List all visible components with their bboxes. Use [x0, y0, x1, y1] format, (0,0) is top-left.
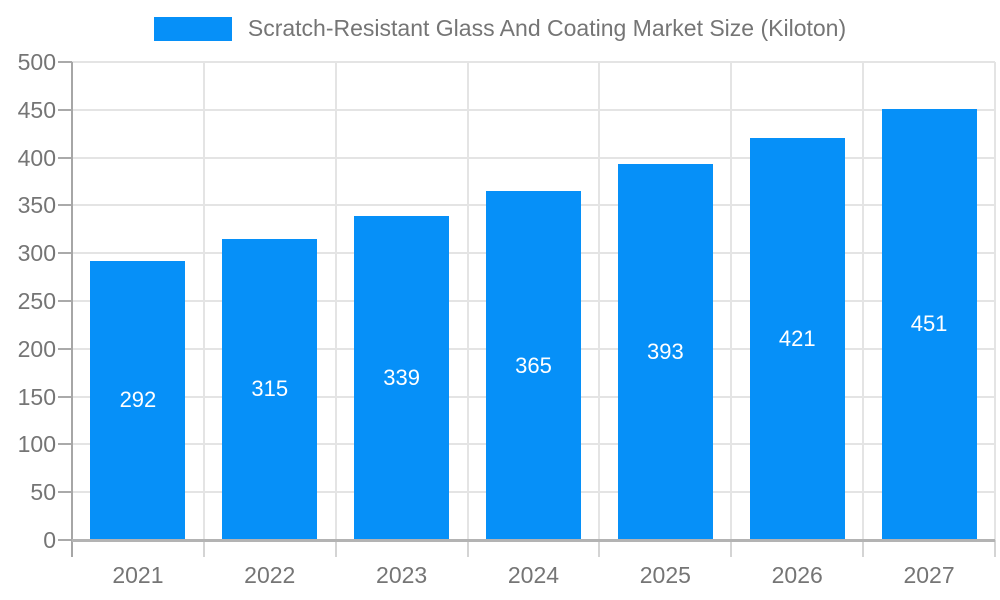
- x-gridline: [598, 62, 601, 540]
- y-axis-label: 200: [17, 335, 56, 362]
- x-axis-tick: [334, 540, 337, 557]
- legend-label: Scratch-Resistant Glass And Coating Mark…: [247, 15, 847, 41]
- y-axis-tick: [58, 156, 72, 159]
- y-gridline: [72, 108, 995, 111]
- x-axis-label: 2026: [771, 562, 823, 588]
- y-axis-label: 0: [43, 527, 56, 553]
- bar[interactable]: [749, 137, 845, 540]
- bar[interactable]: [881, 108, 977, 540]
- x-axis-tick: [202, 540, 205, 557]
- x-axis-label: 2021: [112, 562, 164, 588]
- y-axis-tick: [58, 443, 72, 446]
- y-axis-line: [71, 62, 73, 557]
- x-axis-tick: [466, 540, 469, 557]
- x-axis-label: 2025: [639, 562, 691, 588]
- y-axis-label: 500: [17, 49, 56, 75]
- y-axis-tick: [58, 204, 72, 207]
- bar[interactable]: [617, 164, 713, 540]
- x-axis-tick: [598, 540, 601, 557]
- x-axis-tick: [862, 540, 865, 557]
- y-gridline: [72, 156, 995, 159]
- y-axis-tick: [58, 61, 72, 63]
- y-axis-label: 50: [30, 479, 56, 506]
- x-axis-label: 2022: [244, 562, 296, 588]
- x-gridline: [334, 62, 337, 540]
- bar[interactable]: [90, 260, 186, 540]
- y-axis-label: 350: [17, 192, 56, 219]
- x-axis-tick: [730, 540, 733, 557]
- y-axis-label: 150: [17, 383, 56, 410]
- y-axis-tick: [58, 300, 72, 302]
- y-axis-tick: [58, 108, 72, 111]
- x-axis-line: [72, 539, 995, 542]
- x-gridline: [730, 62, 733, 540]
- legend: Scratch-Resistant Glass And Coating Mark…: [0, 15, 1000, 42]
- bar[interactable]: [222, 238, 318, 540]
- x-gridline: [202, 62, 205, 540]
- y-axis-label: 250: [17, 288, 56, 314]
- y-axis-tick: [58, 395, 72, 398]
- x-axis-label: 2023: [376, 562, 428, 588]
- y-axis-tick: [58, 252, 72, 255]
- x-axis-tick: [994, 540, 996, 557]
- y-axis-label: 300: [17, 240, 56, 267]
- x-gridline: [466, 62, 469, 540]
- bar[interactable]: [486, 191, 581, 540]
- y-gridline: [72, 61, 995, 63]
- y-axis-tick: [58, 491, 72, 494]
- x-gridline: [994, 62, 996, 540]
- y-axis-label: 450: [17, 96, 56, 123]
- x-axis-label: 2024: [507, 562, 560, 588]
- y-axis-label: 400: [17, 144, 56, 171]
- y-axis-tick: [58, 347, 72, 350]
- y-axis-tick: [58, 539, 72, 541]
- x-gridline: [862, 62, 865, 540]
- legend-item[interactable]: Scratch-Resistant Glass And Coating Mark…: [153, 15, 847, 42]
- legend-swatch: [153, 16, 232, 41]
- x-axis-label: 2027: [903, 562, 955, 588]
- y-axis-label: 100: [17, 431, 56, 458]
- bar[interactable]: [354, 215, 450, 540]
